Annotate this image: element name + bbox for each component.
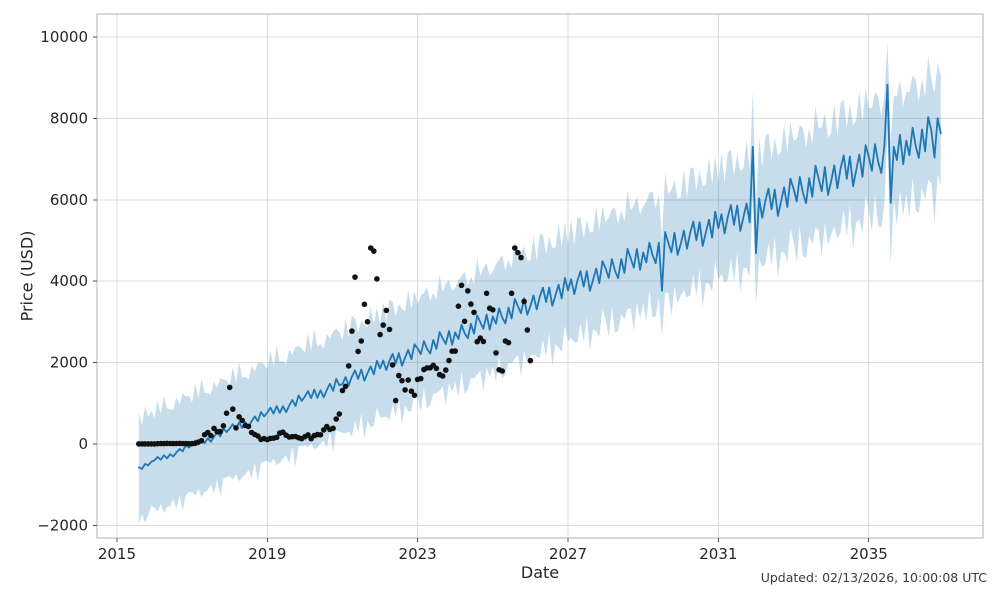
actual-data-point <box>402 387 408 393</box>
actual-data-point <box>217 428 224 435</box>
actual-data-point <box>208 432 214 439</box>
actual-data-point <box>273 434 280 441</box>
actual-data-point <box>361 301 368 308</box>
actual-data-point <box>418 375 424 382</box>
actual-data-point <box>339 387 346 394</box>
actual-data-point <box>458 282 465 289</box>
actual-data-point <box>374 276 380 282</box>
actual-data-point <box>399 377 405 384</box>
actual-data-point <box>443 367 449 373</box>
actual-data-point <box>515 249 521 256</box>
actual-data-point <box>355 348 361 355</box>
actual-data-point <box>493 350 499 356</box>
x-tick-label: 2023 <box>399 545 437 563</box>
actual-data-point <box>455 303 462 310</box>
actual-data-point <box>389 362 396 368</box>
x-tick-label: 2015 <box>98 545 136 563</box>
actual-data-point <box>349 328 355 334</box>
plot-border <box>96 13 984 539</box>
updated-timestamp: Updated: 02/13/2026, 10:00:08 UTC <box>760 570 987 585</box>
actual-data-point <box>452 348 459 354</box>
y-axis-label: Price (USD) <box>17 230 37 322</box>
actual-data-point <box>358 338 365 344</box>
actual-data-point <box>239 417 245 424</box>
actual-data-point <box>198 437 205 444</box>
actual-data-point <box>317 432 324 438</box>
actual-data-point <box>230 406 236 412</box>
actual-data-point <box>512 245 518 251</box>
actual-data-point <box>233 425 239 431</box>
actual-data-point <box>330 425 336 432</box>
actual-data-point <box>483 290 490 297</box>
actual-data-point <box>433 365 440 372</box>
actual-data-point <box>405 377 412 383</box>
actual-data-point <box>223 410 230 417</box>
actual-data-point <box>371 248 377 254</box>
actual-data-point <box>468 301 474 307</box>
uncertainty-band <box>138 42 941 524</box>
y-tick-label: 2000 <box>50 354 88 372</box>
actual-data-point <box>392 397 399 404</box>
actual-data-point <box>364 319 371 325</box>
actual-data-point <box>380 322 387 328</box>
actual-data-point <box>305 432 311 438</box>
actual-data-point <box>408 388 415 395</box>
actual-data-point <box>226 384 233 391</box>
actual-data-point <box>396 372 402 379</box>
actual-data-point <box>480 338 487 345</box>
actual-data-point <box>465 288 471 294</box>
actual-data-point <box>220 423 227 429</box>
x-tick-label: 2031 <box>699 545 737 563</box>
y-tick-label: 4000 <box>50 272 88 290</box>
actual-data-point <box>461 318 468 325</box>
y-tick-label: −2000 <box>37 516 88 534</box>
actual-data-point <box>333 416 340 422</box>
actual-data-point <box>345 363 352 369</box>
actual-data-point <box>524 327 531 333</box>
actual-data-point <box>383 307 390 314</box>
actual-data-point <box>505 339 512 346</box>
actual-data-point <box>336 411 343 417</box>
actual-data-point <box>411 392 418 399</box>
actual-data-point <box>352 274 358 280</box>
actual-data-point <box>386 326 393 333</box>
actual-data-point <box>521 298 527 305</box>
actual-data-point <box>471 309 477 316</box>
actual-data-point <box>490 307 496 313</box>
actual-data-point <box>342 383 349 390</box>
x-axis-label: Date <box>520 563 560 582</box>
y-tick-label: 8000 <box>50 109 88 127</box>
actual-data-point <box>508 290 515 297</box>
actual-data-point <box>446 357 452 364</box>
actual-data-point <box>377 331 383 338</box>
actual-data-point <box>499 368 506 374</box>
actual-data-point <box>236 414 242 420</box>
actual-data-point <box>527 357 534 364</box>
x-tick-label: 2019 <box>248 545 286 563</box>
actual-data-point <box>439 373 446 379</box>
y-tick-label: 6000 <box>50 191 88 209</box>
y-tick-label: 0 <box>78 435 88 453</box>
forecast-line <box>137 83 942 470</box>
x-tick-label: 2035 <box>850 545 888 563</box>
actual-data-point <box>518 254 524 261</box>
y-tick-label: 10000 <box>40 28 88 46</box>
actual-data-point <box>245 423 252 430</box>
x-tick-label: 2027 <box>549 545 587 563</box>
